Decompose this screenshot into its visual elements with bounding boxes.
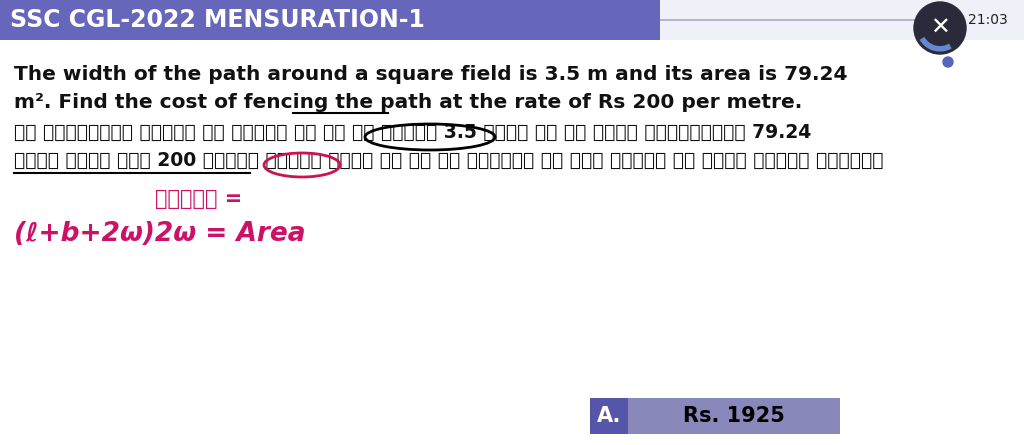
Text: A.: A.: [597, 406, 622, 426]
FancyBboxPatch shape: [0, 0, 660, 40]
FancyBboxPatch shape: [0, 40, 1024, 445]
Text: Rs. 1925: Rs. 1925: [683, 406, 785, 426]
Text: वर्ग मीटर है। 200 रुपये प्रति मीटर की दर से रास्ते पर बाड़ लगाने की लागत ज्ञात की: वर्ग मीटर है। 200 रुपये प्रति मीटर की दर…: [14, 151, 884, 170]
Text: (ℓ+b+2ω)2ω = Area: (ℓ+b+2ω)2ω = Area: [14, 221, 305, 247]
Circle shape: [943, 57, 953, 67]
Text: एक वर्गाकार मैदान के चारों ओर पथ की चौड़ाई 3.5 मीटर है और इसका क्षेत्रफल 79.24: एक वर्गाकार मैदान के चारों ओर पथ की चौड़ा…: [14, 123, 811, 142]
Text: ✕: ✕: [930, 16, 950, 40]
Text: m². Find the cost of fencing the path at the rate of Rs 200 per metre.: m². Find the cost of fencing the path at…: [14, 93, 802, 112]
Text: 21:03: 21:03: [968, 13, 1008, 27]
Text: The width of the path around a square field is 3.5 m and its area is 79.24: The width of the path around a square fi…: [14, 65, 848, 84]
FancyBboxPatch shape: [590, 398, 628, 434]
Text: याचना =: याचना =: [155, 189, 243, 209]
Text: SSC CGL-2022 MENSURATION-1: SSC CGL-2022 MENSURATION-1: [10, 8, 425, 32]
FancyBboxPatch shape: [590, 398, 840, 434]
Circle shape: [914, 2, 966, 54]
